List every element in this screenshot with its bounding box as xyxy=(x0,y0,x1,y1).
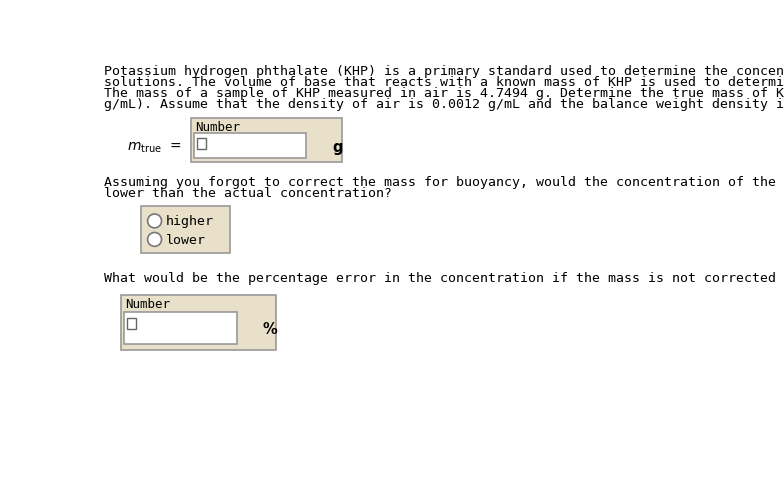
FancyBboxPatch shape xyxy=(194,134,307,159)
FancyBboxPatch shape xyxy=(122,295,276,350)
FancyBboxPatch shape xyxy=(125,312,237,345)
Text: g: g xyxy=(333,140,343,154)
Circle shape xyxy=(147,215,162,228)
Text: %: % xyxy=(263,322,277,337)
Text: The mass of a sample of KHP measured in air is 4.7494 g. Determine the true mass: The mass of a sample of KHP measured in … xyxy=(104,87,784,100)
Text: Number: Number xyxy=(125,298,170,310)
Text: Assuming you forgot to correct the mass for buoyancy, would the concentration of: Assuming you forgot to correct the mass … xyxy=(104,175,784,188)
Text: lower: lower xyxy=(165,233,205,246)
Circle shape xyxy=(147,233,162,247)
Text: What would be the percentage error in the concentration if the mass is not corre: What would be the percentage error in th… xyxy=(104,271,784,285)
FancyBboxPatch shape xyxy=(140,206,230,254)
Text: Number: Number xyxy=(195,121,240,134)
Text: $m_\mathrm{true}$  =: $m_\mathrm{true}$ = xyxy=(127,141,182,155)
FancyBboxPatch shape xyxy=(198,139,205,149)
Text: lower than the actual concentration?: lower than the actual concentration? xyxy=(104,186,392,200)
FancyBboxPatch shape xyxy=(128,318,136,329)
Text: g/mL). Assume that the density of air is 0.0012 g/mL and the balance weight dens: g/mL). Assume that the density of air is… xyxy=(104,98,784,111)
Text: solutions. The volume of base that reacts with a known mass of KHP is used to de: solutions. The volume of base that react… xyxy=(104,76,784,89)
Text: higher: higher xyxy=(165,215,213,228)
Text: Potassium hydrogen phthalate (KHP) is a primary standard used to determine the c: Potassium hydrogen phthalate (KHP) is a … xyxy=(104,65,784,78)
FancyBboxPatch shape xyxy=(191,119,342,163)
